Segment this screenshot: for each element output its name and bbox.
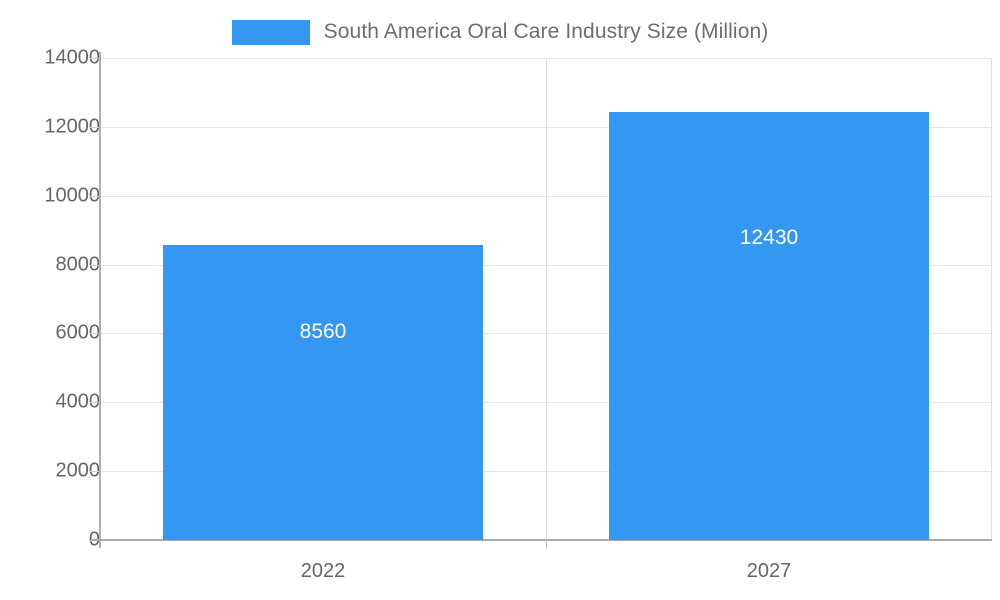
bar-value-label: 8560 (299, 320, 347, 344)
bar-2027[interactable] (609, 112, 929, 540)
y-axis-tick-label: 8000 (55, 253, 101, 276)
chart-legend: South America Oral Care Industry Size (M… (0, 14, 1000, 50)
y-axis-line (99, 52, 101, 548)
x-axis-tick-label: 2022 (300, 560, 346, 582)
y-axis-tick-mark (90, 471, 100, 473)
y-axis-tick-mark (90, 402, 100, 404)
y-axis-tick-mark (90, 333, 100, 335)
bar-value-label: 12430 (739, 226, 799, 250)
bar-2022[interactable] (163, 245, 483, 540)
y-axis-tick-label: 12000 (44, 115, 100, 138)
y-axis-tick-group: 0 2000 4000 6000 8000 10000 12000 14000 (0, 0, 100, 600)
legend-color-swatch-icon (231, 19, 310, 45)
y-axis-tick-label: 6000 (55, 321, 101, 344)
y-axis-tick-label: 4000 (55, 390, 101, 413)
x-axis-tick-mark (546, 540, 547, 549)
gridline-vertical (546, 58, 547, 540)
y-axis-tick-label: 14000 (44, 46, 100, 69)
x-axis-tick-label: 2027 (746, 560, 792, 582)
y-axis-tick-label: 10000 (44, 184, 100, 207)
y-axis-tick-mark (90, 58, 100, 59)
y-axis-tick-label: 0 (14, 529, 100, 552)
legend-item-label: South America Oral Care Industry Size (M… (323, 20, 769, 43)
x-axis-line (92, 539, 992, 541)
gridline-vertical (991, 58, 992, 540)
y-axis-tick-mark (90, 264, 100, 266)
y-axis-tick-mark (90, 126, 100, 128)
legend-item-series-1[interactable]: South America Oral Care Industry Size (M… (231, 19, 769, 45)
y-axis-tick-label: 2000 (55, 459, 101, 482)
y-axis-tick-mark (90, 195, 100, 197)
